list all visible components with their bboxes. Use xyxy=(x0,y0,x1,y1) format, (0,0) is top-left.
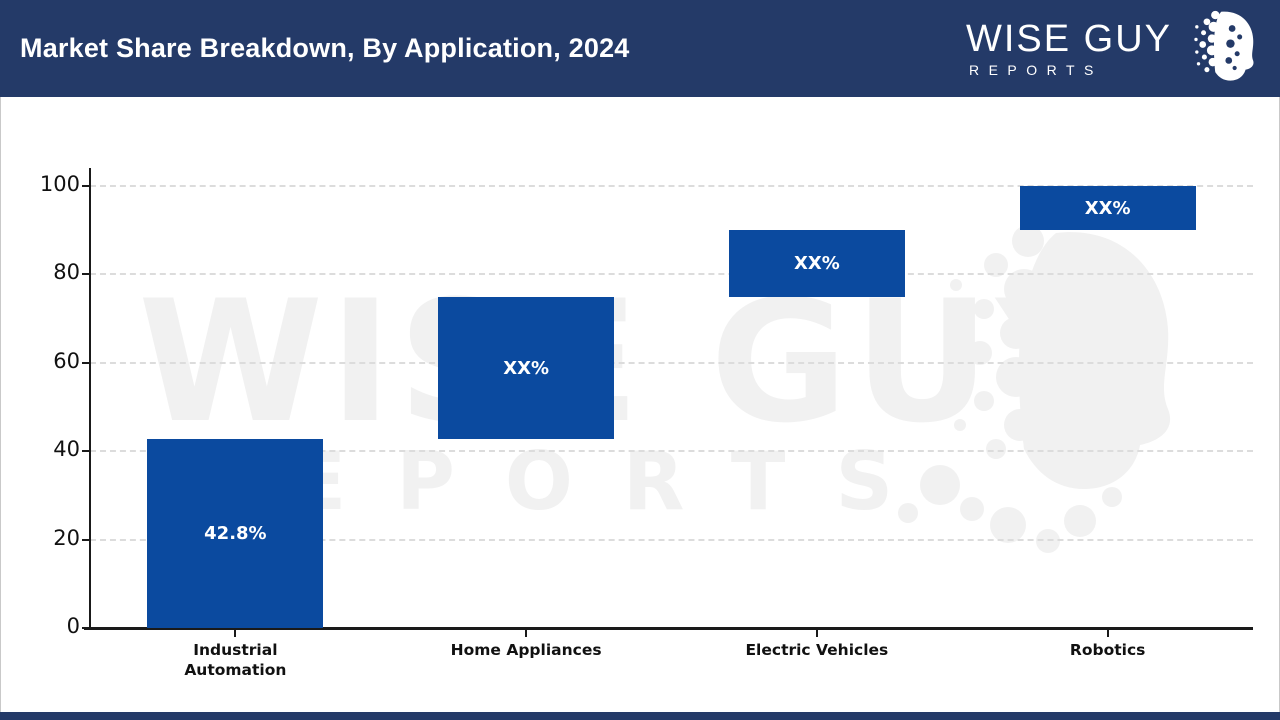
wise-guy-reports-logo: WISE GUY REPORTS xyxy=(966,5,1260,93)
x-tick-mark-robotics xyxy=(1106,630,1109,637)
bar-industrial-automation: 42.8% xyxy=(147,438,324,628)
x-axis-line xyxy=(84,627,1253,630)
y-tick-mark-80 xyxy=(82,273,90,276)
x-tick-mark-industrial-automation xyxy=(234,630,237,637)
y-axis-line xyxy=(89,168,91,629)
bar-home-appliances: XX% xyxy=(438,297,615,439)
gridline-20 xyxy=(90,538,1253,541)
y-axis-label-0: 0 xyxy=(66,614,80,638)
bar-value-label-electric-vehicles: XX% xyxy=(793,253,840,275)
y-tick-mark-20 xyxy=(82,538,90,541)
logo-wordmark: WISE GUY xyxy=(965,18,1172,60)
bar-value-label-industrial-automation: 42.8% xyxy=(204,522,267,544)
bar-robotics: XX% xyxy=(1019,186,1196,231)
y-axis-label-40: 40 xyxy=(53,437,80,462)
y-tick-mark-60 xyxy=(82,361,90,364)
x-axis-label-home-appliances: Home Appliances xyxy=(450,641,602,659)
y-axis-label-80: 80 xyxy=(53,260,80,285)
bar-value-label-robotics: XX% xyxy=(1084,197,1131,219)
gridline-100 xyxy=(90,185,1253,187)
bar-electric-vehicles: XX% xyxy=(728,230,905,298)
gridline-80 xyxy=(90,273,1253,276)
y-axis-label-60: 60 xyxy=(53,348,80,373)
logo-subtext: REPORTS xyxy=(968,62,1103,78)
gridline-40 xyxy=(90,450,1253,453)
x-axis-label-electric-vehicles: Electric Vehicles xyxy=(745,641,889,659)
x-axis-label-robotics: Robotics xyxy=(1069,641,1146,659)
x-tick-mark-electric-vehicles xyxy=(815,630,818,637)
x-axis-label-industrial-automation: Industrial Automation xyxy=(184,641,287,680)
bar-value-label-home-appliances: XX% xyxy=(503,357,550,379)
head-profile-dots-icon xyxy=(1174,5,1260,93)
x-tick-mark-home-appliances xyxy=(525,630,528,637)
watermark-head-dots xyxy=(880,205,1200,589)
chart-title: Market Share Breakdown, By Application, … xyxy=(20,33,630,63)
y-tick-mark-100 xyxy=(82,185,90,187)
footer-band xyxy=(0,712,1280,720)
header-band: Market Share Breakdown, By Application, … xyxy=(0,0,1280,97)
y-axis-label-100: 100 xyxy=(39,172,80,196)
y-tick-mark-40 xyxy=(82,450,90,453)
gridline-60 xyxy=(90,361,1253,364)
y-axis-label-20: 20 xyxy=(53,525,80,550)
